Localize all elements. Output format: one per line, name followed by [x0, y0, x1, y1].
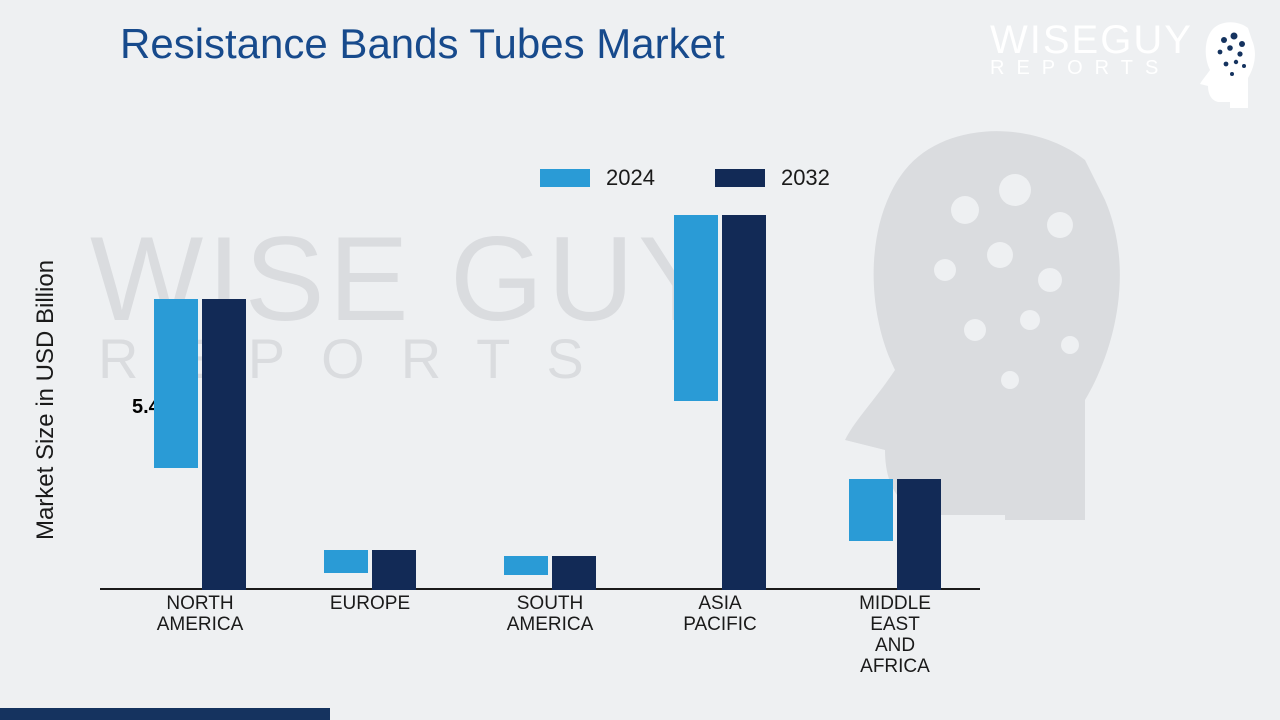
chart-plot-area: 5.49	[100, 190, 980, 590]
bar-group	[154, 299, 246, 590]
brand-word-1: WISE	[990, 18, 1100, 62]
legend: 2024 2032	[540, 165, 830, 191]
legend-label-2024: 2024	[606, 165, 655, 191]
y-axis-label: Market Size in USD Billion	[32, 260, 60, 540]
bar-group	[674, 215, 766, 590]
bar	[552, 556, 596, 590]
chart-title: Resistance Bands Tubes Market	[120, 20, 725, 68]
bar	[372, 550, 416, 590]
bar	[154, 299, 198, 468]
bar	[897, 479, 941, 590]
page: WISEGUY REPORTS Resistance Bands Tubes M…	[0, 0, 1280, 720]
bottom-accent-strip	[0, 708, 330, 720]
x-axis-category-label: SOUTHAMERICA	[480, 594, 620, 636]
brand-logo: WISEGUY REPORTS	[990, 18, 1260, 80]
ai-head-icon	[1190, 18, 1260, 108]
bar	[849, 479, 893, 541]
bar-group	[504, 556, 596, 590]
bar	[324, 550, 368, 573]
x-axis-category-label: MIDDLEEASTANDAFRICA	[825, 594, 965, 678]
bar	[202, 299, 246, 590]
bar-group	[849, 479, 941, 590]
x-axis-category-label: EUROPE	[300, 594, 440, 615]
legend-swatch-2024	[540, 169, 590, 187]
legend-item-2032: 2032	[715, 165, 830, 191]
brand-word-2: GUY	[1100, 18, 1193, 62]
bar	[504, 556, 548, 574]
bar-group	[324, 550, 416, 590]
legend-label-2032: 2032	[781, 165, 830, 191]
legend-item-2024: 2024	[540, 165, 655, 191]
bar	[674, 215, 718, 401]
x-axis-category-label: ASIAPACIFIC	[650, 594, 790, 636]
x-axis-category-label: NORTHAMERICA	[130, 594, 270, 636]
bar	[722, 215, 766, 590]
legend-swatch-2032	[715, 169, 765, 187]
